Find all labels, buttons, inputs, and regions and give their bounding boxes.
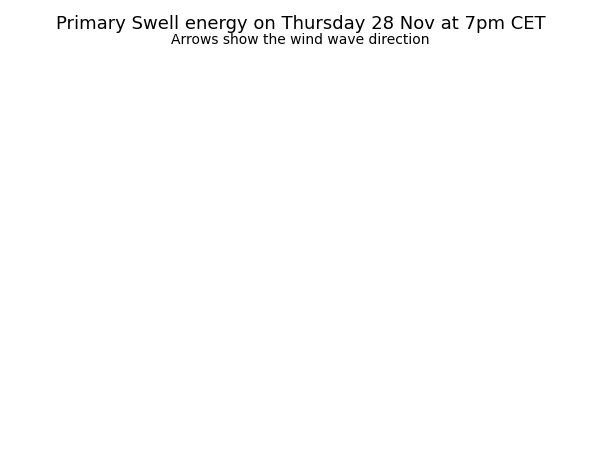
Text: Arrows show the wind wave direction: Arrows show the wind wave direction	[171, 33, 430, 47]
Text: Install cartopy for map: Install cartopy for map	[221, 255, 379, 269]
Text: Primary Swell energy on Thursday 28 Nov at 7pm CET: Primary Swell energy on Thursday 28 Nov …	[56, 15, 545, 33]
